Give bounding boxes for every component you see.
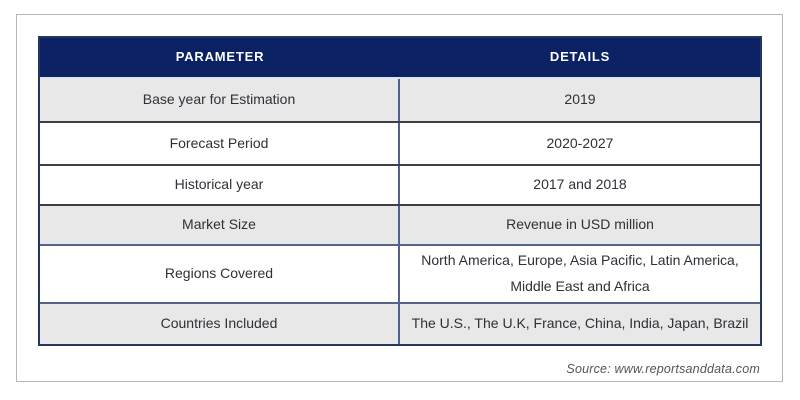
- table-row: Forecast Period 2020-2027: [40, 121, 760, 164]
- cell-parameter: Base year for Estimation: [40, 79, 400, 121]
- cell-details: Revenue in USD million: [506, 216, 654, 233]
- report-scope-table: PARAMETER DETAILS Base year for Estimati…: [38, 36, 762, 346]
- source-attribution: Source: www.reportsanddata.com: [566, 362, 760, 376]
- table-row: Countries Included The U.S., The U.K, Fr…: [40, 302, 760, 344]
- cell-parameter: Countries Included: [40, 304, 400, 344]
- column-header-details: DETAILS: [549, 49, 611, 65]
- cell-details: The U.S., The U.K, France, China, India,…: [411, 315, 749, 332]
- cell-details: 2017 and 2018: [533, 176, 627, 193]
- cell-details: 2019: [564, 91, 596, 108]
- table-header-row: PARAMETER DETAILS: [40, 38, 760, 79]
- cell-details: 2020-2027: [546, 134, 614, 151]
- table-row: Market Size Revenue in USD million: [40, 204, 760, 244]
- cell-parameter: Regions Covered: [40, 246, 400, 302]
- table-row: Historical year 2017 and 2018: [40, 164, 760, 204]
- cell-details: North America, Europe, Asia Pacific, Lat…: [421, 252, 739, 294]
- column-header-parameter: PARAMETER: [175, 49, 265, 65]
- cell-parameter: Historical year: [40, 166, 400, 204]
- table-row: Regions Covered North America, Europe, A…: [40, 244, 760, 302]
- cell-parameter: Market Size: [40, 206, 400, 244]
- report-scope-panel: PARAMETER DETAILS Base year for Estimati…: [16, 14, 783, 382]
- table-row: Base year for Estimation 2019: [40, 79, 760, 121]
- cell-parameter: Forecast Period: [40, 123, 400, 164]
